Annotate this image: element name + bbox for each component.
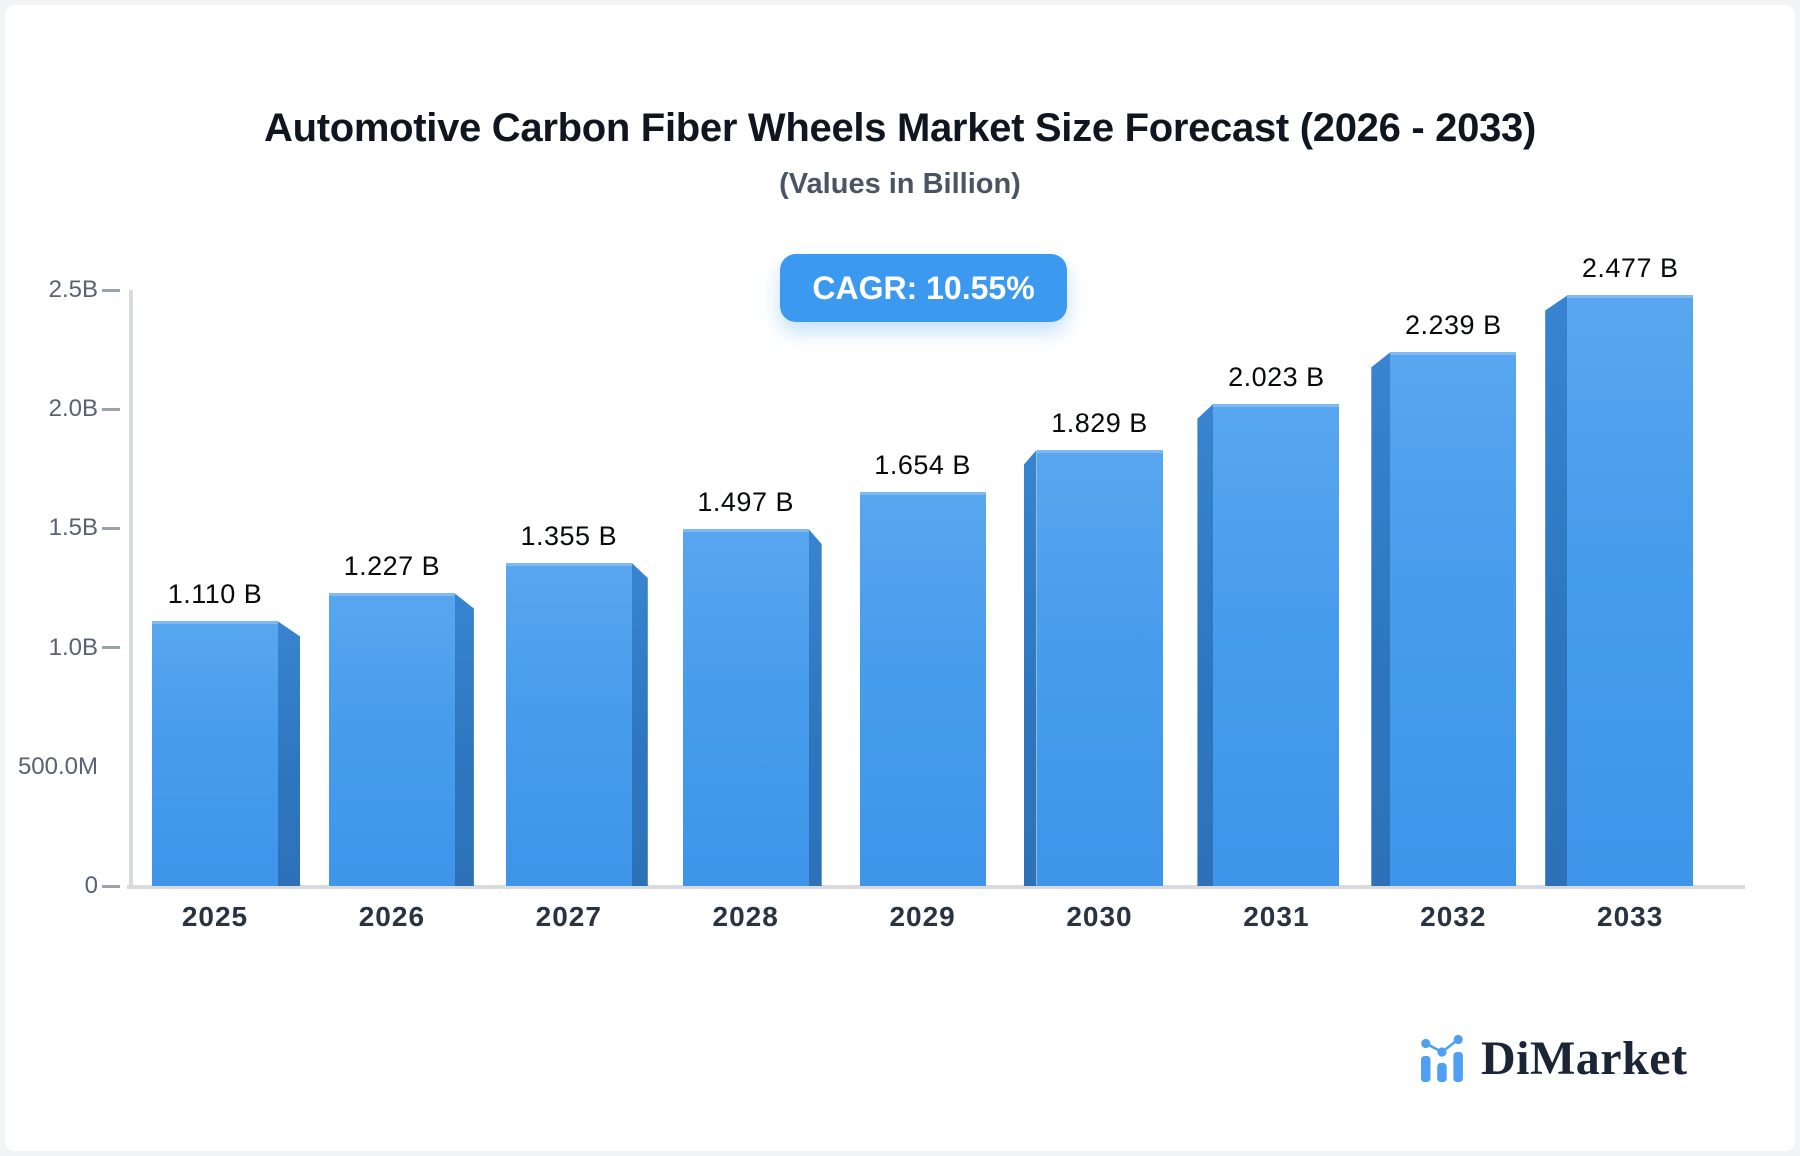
- bar-side-face: [1023, 449, 1037, 886]
- x-axis-label: 2031: [1243, 901, 1310, 932]
- bar-side-face: [1545, 295, 1568, 886]
- bar-front-face: [1390, 352, 1517, 886]
- bar-side-face: [1197, 403, 1214, 886]
- x-axis-label: 2032: [1420, 901, 1487, 932]
- brand-name: DiMarket: [1481, 1032, 1688, 1085]
- cagr-badge: CAGR: 10.55%: [780, 254, 1067, 322]
- bar-value-label: 2.477 B: [1581, 253, 1679, 284]
- bar-front-face: [328, 593, 455, 886]
- bar-front-face: [505, 562, 632, 886]
- y-tick-dash: [102, 646, 120, 650]
- bar-front-face: [1567, 295, 1694, 886]
- x-axis-label: 2026: [358, 901, 426, 932]
- y-tick-label: 500.0M: [17, 752, 98, 780]
- y-tick-label: 2.5B: [48, 276, 98, 303]
- x-axis-label: 2027: [535, 901, 602, 932]
- y-tick-label: 1.5B: [48, 514, 98, 542]
- y-tick-dash: [102, 884, 120, 888]
- bar-side-face: [808, 529, 822, 886]
- bar-chart-logo-icon: [1421, 1034, 1463, 1082]
- y-tick-label: 0: [84, 872, 98, 899]
- y-tick-label: 2.0B: [48, 395, 98, 423]
- bar-front-face: [152, 621, 278, 886]
- bar-value-label: 1.829 B: [1051, 407, 1148, 438]
- x-axis-label: 2028: [712, 901, 779, 932]
- cagr-badge-label: CAGR: 10.55%: [812, 269, 1035, 306]
- x-axis-line: [127, 885, 1745, 889]
- bar-value-label: 1.654 B: [874, 449, 971, 480]
- bar-side-face: [631, 562, 648, 886]
- x-axis-label: 2033: [1597, 901, 1664, 932]
- bar-value-label: 2.239 B: [1405, 310, 1502, 341]
- x-axis-label: 2029: [889, 901, 956, 932]
- chart-subtitle: (Values in Billion): [779, 168, 1021, 200]
- x-axis-label: 2025: [181, 901, 249, 932]
- bar-side-face: [278, 621, 300, 886]
- chart-title: Automotive Carbon Fiber Wheels Market Si…: [263, 106, 1536, 150]
- bar-value-label: 1.110 B: [167, 579, 263, 610]
- y-axis-line: [129, 290, 133, 887]
- bar-value-label: 1.355 B: [520, 520, 618, 551]
- bar-value-label: 1.497 B: [697, 487, 794, 518]
- y-tick-dash: [102, 526, 120, 530]
- bar-side-face: [454, 593, 474, 886]
- y-tick-dash: [102, 288, 120, 292]
- x-axis-label: 2030: [1066, 901, 1133, 932]
- bar-value-label: 2.023 B: [1228, 361, 1325, 392]
- bar-side-face: [1371, 352, 1391, 886]
- y-tick-label: 1.0B: [48, 633, 98, 661]
- bar-front-face: [859, 491, 986, 886]
- bar-front-face: [1213, 403, 1340, 886]
- bar-front-face: [682, 529, 809, 886]
- bar-front-face: [1036, 449, 1163, 886]
- brand-logo: DiMarket: [1420, 1034, 1688, 1084]
- bar-value-label: 1.227 B: [343, 551, 441, 582]
- y-tick-dash: [102, 407, 120, 411]
